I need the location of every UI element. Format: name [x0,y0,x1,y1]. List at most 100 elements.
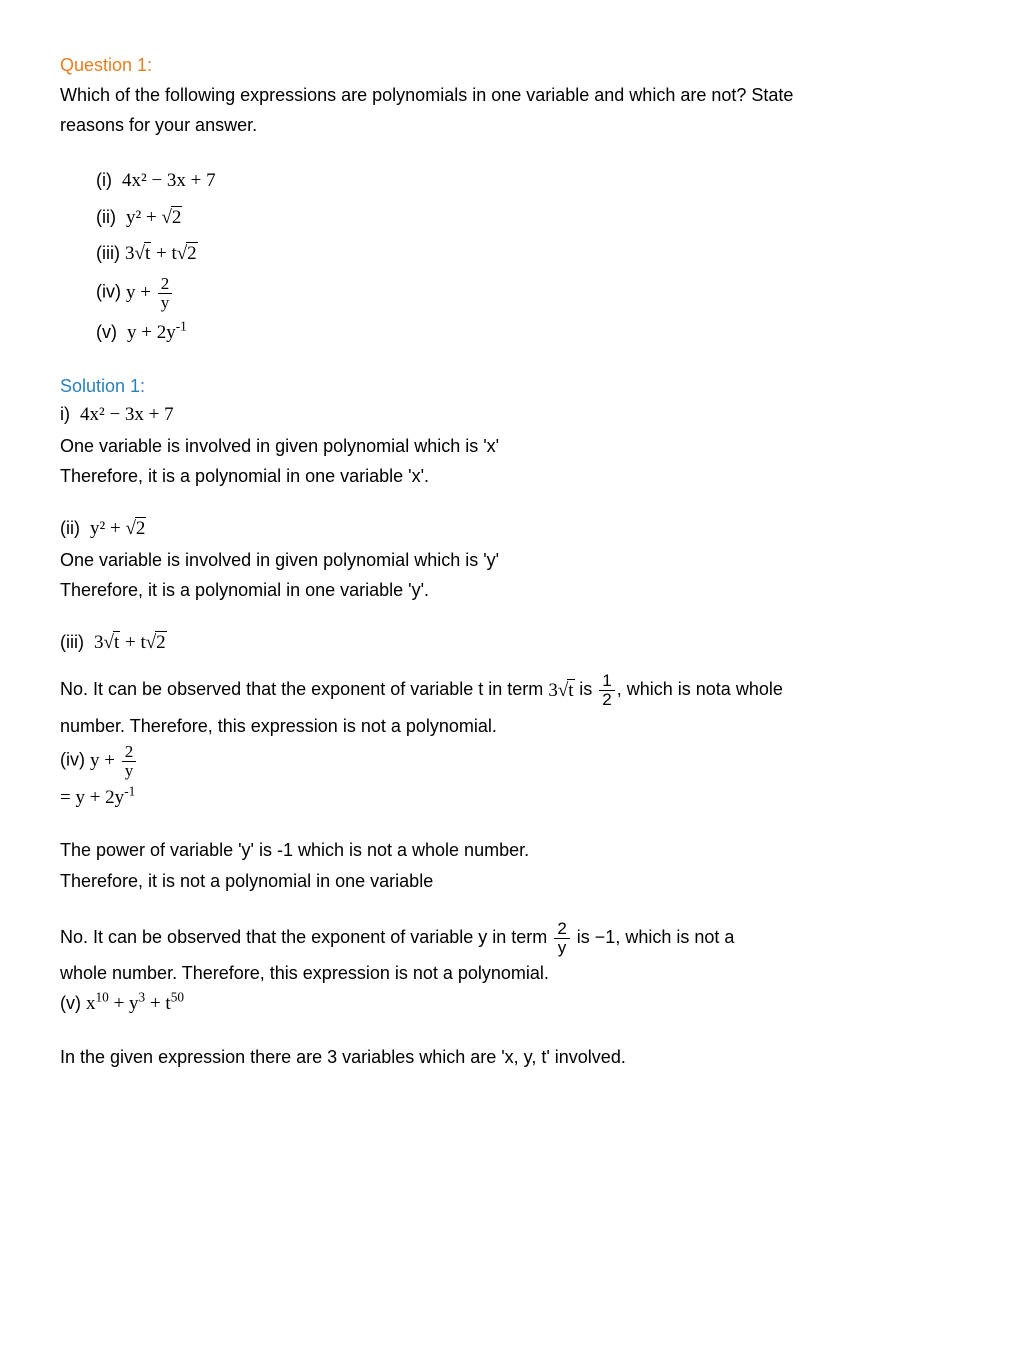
expr-part: 3 [548,680,558,701]
expr-part: y + [90,750,120,771]
solution-block-iv-text: The power of variable 'y' is -1 which is… [60,837,964,893]
expr-part: + t [120,632,146,653]
exponent: 50 [171,990,184,1005]
solution-block-ii: (ii) y² + 2 One variable is involved in … [60,515,964,603]
expr-iii: 3t + t2 [125,243,198,264]
frac-num: 1 [599,672,614,691]
item-label: (iv) [60,750,85,770]
solution-iii-line1: No. It can be observed that the exponent… [60,672,964,709]
sqrt-icon: 2 [177,239,198,269]
item-label: (iii) [60,632,84,652]
expr-part: 3 [94,632,104,653]
item-label: (v) [96,322,117,342]
text-part: , which is nota whole [617,680,783,700]
item-label: (v) [60,993,81,1013]
question-prompt-line2: reasons for your answer. [60,112,964,138]
solution-iv-expr: (iv) y + 2y [60,743,964,780]
sqrt-body: t [144,242,151,264]
expr-3sqrt-t: 3t [548,680,579,701]
sqrt-icon: t [104,629,121,657]
item-label: (i) [96,170,112,190]
solution-ii-line2: Therefore, it is a polynomial in one var… [60,577,964,603]
fraction: 2y [554,920,569,957]
solution-ii-line1: One variable is involved in given polyno… [60,547,964,573]
expr-ii: y² + 2 [90,518,146,539]
fraction: 2y [122,743,137,780]
exponent: -1 [176,319,187,334]
solution-iv-eq: = y + 2y-1 [60,784,964,812]
solution-block-iv-no: No. It can be observed that the exponent… [60,920,964,1018]
solution-v-expr: (v) x10 + y3 + t50 [60,990,964,1018]
expr-iv-eq: = y + 2y-1 [60,787,135,808]
expr-ii: y² + 2 [126,207,182,228]
text-part: No. It can be observed that the exponent… [60,680,543,700]
solution-i-line2: Therefore, it is a polynomial in one var… [60,463,964,489]
sqrt-icon: 2 [146,629,167,657]
exponent: 10 [96,990,109,1005]
exponent: -1 [124,784,135,799]
sqrt-icon: 2 [125,515,146,543]
solution-iii-expr: (iii) 3t + t 2 [60,629,964,657]
sqrt-body: 2 [171,206,183,228]
page-container: Question 1: Which of the following expre… [0,0,1024,1114]
expr-part: + t [145,993,171,1014]
list-item-iii: (iii) 3t + t2 [96,239,964,269]
expr-part: x [86,993,96,1014]
expr-part: y + 2y [127,322,176,343]
text-part: is −1, which is not a [577,927,735,947]
expr-part: 3 [125,243,135,264]
frac-den: y [158,294,173,312]
solution-iv-no-line2: whole number. Therefore, this expression… [60,960,964,986]
frac-num: 2 [554,920,569,939]
frac-den: y [554,939,569,957]
expr-i: 4x² − 3x + 7 [122,170,216,191]
sqrt-icon: t [135,239,152,269]
expr-part: = y + 2y [60,787,124,808]
item-label: (iii) [96,243,120,263]
sqrt-body: 2 [155,631,167,653]
list-item-v: (v) y + 2y-1 [96,318,964,348]
expr-part: y² + [126,207,161,228]
frac-num: 2 [122,743,137,762]
solution-ii-expr: (ii) y² + 2 [60,515,964,543]
solution-i-expr: i) 4x² − 3x + 7 [60,401,964,429]
frac-den: 2 [599,691,614,709]
list-item-i: (i) 4x² − 3x + 7 [96,166,964,196]
list-item-iv: (iv) y + 2y [96,275,964,312]
solution-iv-line1: The power of variable 'y' is -1 which is… [60,837,964,863]
expr-part: + y [109,993,139,1014]
solution-iii-line2: number. Therefore, this expression is no… [60,713,964,739]
expr-iii: 3t + t 2 [94,632,167,653]
solution-iv-no-line1: No. It can be observed that the exponent… [60,920,964,957]
sqrt-body: 2 [186,242,198,264]
item-label: (ii) [96,207,116,227]
solution-block-iii: (iii) 3t + t2 No. It can be observed tha… [60,629,964,812]
solution-v-line: In the given expression there are 3 vari… [60,1044,964,1070]
text-part: is [579,680,592,700]
question-prompt-line1: Which of the following expressions are p… [60,82,964,108]
item-label: (iv) [96,282,121,302]
expr-part: y² + [90,518,125,539]
sqrt-body: 2 [135,517,147,539]
sqrt-icon: 2 [161,203,182,233]
item-label: (ii) [60,518,80,538]
sqrt-icon: t [558,677,575,705]
solution-i-line1: One variable is involved in given polyno… [60,433,964,459]
frac-num: 2 [158,275,173,294]
text-part: No. It can be observed that the exponent… [60,927,547,947]
list-item-ii: (ii) y² + 2 [96,203,964,233]
expr-iv: y + 2y [90,750,138,771]
sqrt-body: t [113,631,120,653]
frac-den: y [122,762,137,780]
expr-v: y + 2y-1 [127,322,187,343]
expr-part: y + [126,282,156,303]
expr-i: 4x² − 3x + 7 [80,404,174,425]
sqrt-body: t [567,679,574,701]
solution-block-i: i) 4x² − 3x + 7 One variable is involved… [60,401,964,489]
expression-list: (i) 4x² − 3x + 7 (ii) y² + 2 (iii) 3t + … [96,166,964,348]
expr-iv: y + 2y [126,282,174,303]
fraction: 12 [599,672,614,709]
solution-iv-line2: Therefore, it is not a polynomial in one… [60,868,964,894]
item-label: i) [60,404,70,424]
solution-heading: Solution 1: [60,376,964,397]
